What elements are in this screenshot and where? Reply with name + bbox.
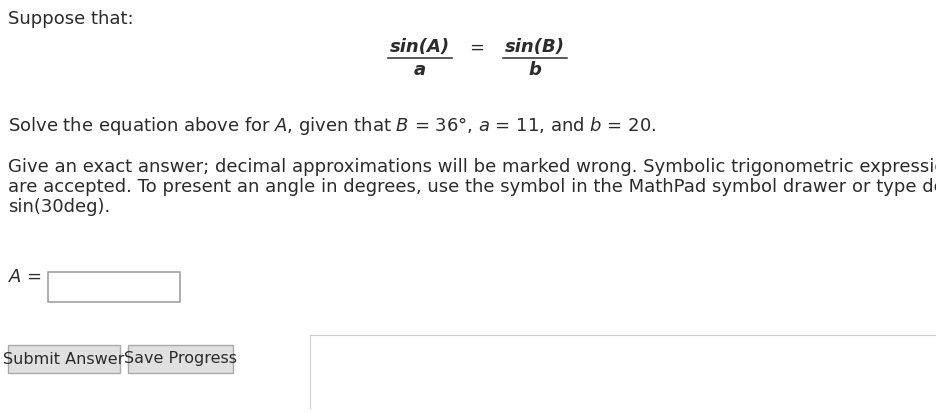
Text: sin(A): sin(A): [390, 38, 450, 56]
Text: $\mathit{A}$ =: $\mathit{A}$ =: [8, 268, 42, 286]
Text: a: a: [414, 61, 426, 79]
Text: =: =: [470, 39, 485, 57]
Text: Give an exact answer; decimal approximations will be marked wrong. Symbolic trig: Give an exact answer; decimal approximat…: [8, 158, 936, 176]
FancyBboxPatch shape: [48, 272, 180, 302]
Text: are accepted. To present an angle in degrees, use the symbol in the MathPad symb: are accepted. To present an angle in deg…: [8, 178, 936, 196]
FancyBboxPatch shape: [128, 345, 233, 373]
Text: Save Progress: Save Progress: [124, 351, 237, 366]
Text: Suppose that:: Suppose that:: [8, 10, 134, 28]
Text: Solve the equation above for $\mathit{A}$, given that $\mathit{B}$ = 36°, $\math: Solve the equation above for $\mathit{A}…: [8, 115, 656, 137]
Text: Submit Answer: Submit Answer: [4, 351, 124, 366]
Text: sin(30deg).: sin(30deg).: [8, 198, 110, 216]
Text: sin(B): sin(B): [505, 38, 565, 56]
FancyBboxPatch shape: [8, 345, 120, 373]
Text: b: b: [529, 61, 541, 79]
